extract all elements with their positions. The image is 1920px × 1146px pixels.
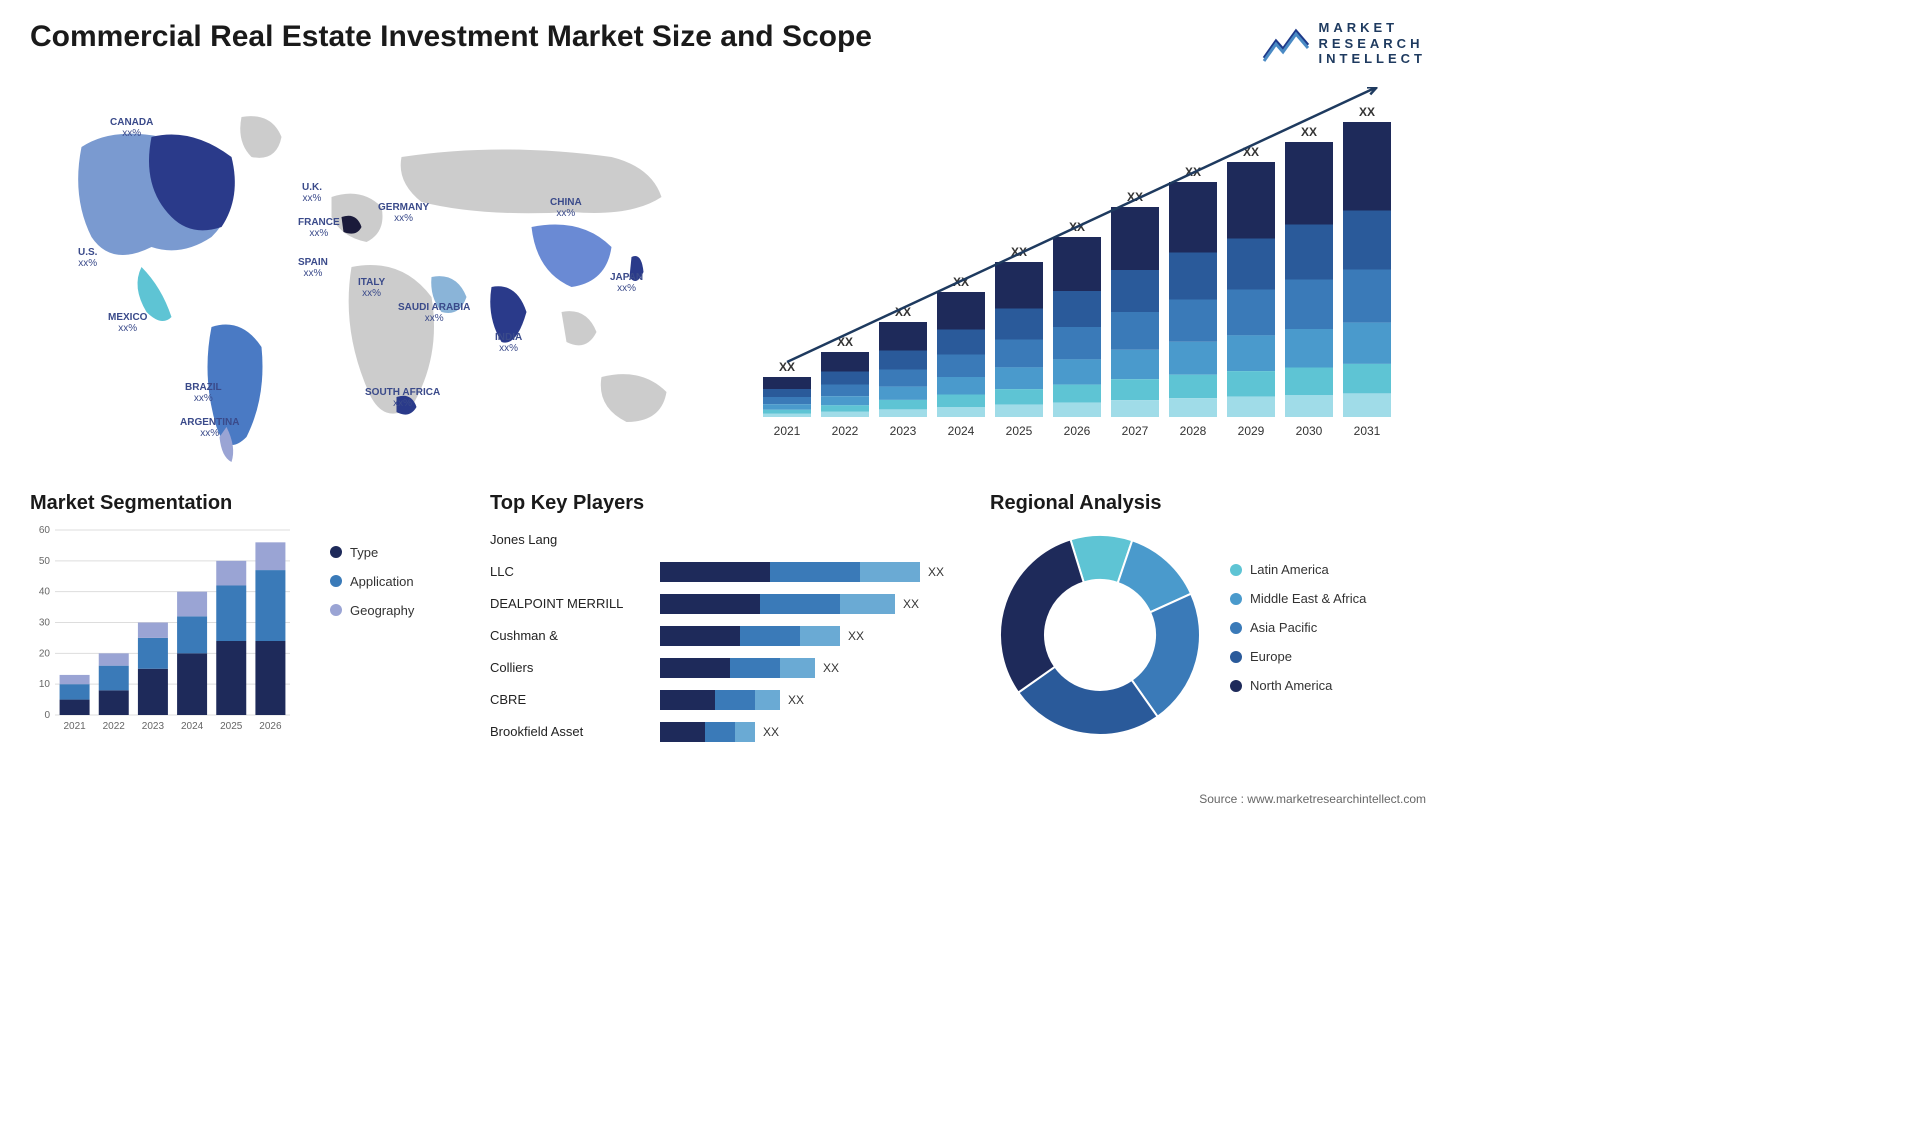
player-row: CBRE XX — [490, 685, 970, 715]
svg-text:30: 30 — [39, 617, 51, 628]
map-label: SPAINxx% — [298, 257, 328, 279]
player-row: Jones Lang — [490, 525, 970, 555]
legend-item: Type — [330, 545, 470, 560]
svg-text:2024: 2024 — [948, 424, 975, 438]
legend-item: Latin America — [1230, 562, 1426, 577]
svg-text:40: 40 — [39, 586, 51, 597]
world-map: CANADAxx% U.S.xx% MEXICOxx% BRAZILxx% ARGENT… — [30, 87, 713, 467]
legend-item: Geography — [330, 603, 470, 618]
svg-text:XX: XX — [779, 360, 795, 374]
map-label: SOUTH AFRICAxx% — [365, 387, 440, 409]
logo-line2: RESEARCH — [1319, 36, 1427, 52]
svg-text:XX: XX — [1301, 125, 1317, 139]
map-label: GERMANYxx% — [378, 202, 429, 224]
player-name: CBRE — [490, 692, 660, 707]
player-name: Cushman & — [490, 628, 660, 643]
svg-text:60: 60 — [39, 525, 51, 536]
svg-text:2028: 2028 — [1180, 424, 1207, 438]
segmentation-panel: Market Segmentation 0 10 20 30 40 50 60 2021 202… — [30, 492, 470, 772]
regional-title: Regional Analysis — [990, 492, 1426, 515]
player-bar — [660, 626, 840, 646]
map-label: SAUDI ARABIAxx% — [398, 302, 470, 324]
map-label: CHINAxx% — [550, 197, 582, 219]
player-name: Brookfield Asset — [490, 724, 660, 739]
logo-line1: MARKET — [1319, 20, 1427, 36]
segmentation-legend: Type Application Geography — [330, 525, 470, 760]
player-value: XX — [928, 565, 944, 579]
player-row: Brookfield Asset XX — [490, 717, 970, 747]
growth-chart-svg: XX2021XX2022XX2023XX2024XX2025XX2026XX20… — [743, 87, 1423, 457]
svg-text:0: 0 — [44, 710, 50, 721]
svg-text:2022: 2022 — [103, 721, 126, 732]
player-value: XX — [823, 661, 839, 675]
regional-legend: Latin America Middle East & Africa Asia Pa… — [1230, 562, 1426, 707]
svg-text:2021: 2021 — [63, 721, 86, 732]
legend-item: Application — [330, 574, 470, 589]
svg-text:20: 20 — [39, 648, 51, 659]
player-name: Jones Lang — [490, 532, 660, 547]
legend-item: Europe — [1230, 649, 1426, 664]
player-row: LLC XX — [490, 557, 970, 587]
segmentation-chart-svg: 0 10 20 30 40 50 60 2021 2022 2023 2024 2025 2026 — [30, 525, 310, 755]
growth-bar-chart: XX2021XX2022XX2023XX2024XX2025XX2026XX20… — [743, 87, 1426, 467]
logo-line3: INTELLECT — [1319, 51, 1427, 67]
svg-text:50: 50 — [39, 556, 51, 567]
logo-mark-icon — [1261, 23, 1311, 63]
svg-text:2026: 2026 — [259, 721, 282, 732]
svg-text:2025: 2025 — [220, 721, 243, 732]
map-label: CANADAxx% — [110, 117, 153, 139]
player-row: Colliers XX — [490, 653, 970, 683]
map-label: BRAZILxx% — [185, 382, 222, 404]
map-label: ARGENTINAxx% — [180, 417, 239, 439]
map-label: MEXICOxx% — [108, 312, 147, 334]
player-bar — [660, 722, 755, 742]
svg-text:2023: 2023 — [142, 721, 165, 732]
players-title: Top Key Players — [490, 492, 970, 515]
svg-text:2024: 2024 — [181, 721, 204, 732]
source-attribution: Source : www.marketresearchintellect.com — [1199, 792, 1426, 806]
players-panel: Top Key Players Jones LangLLCXXDEALPOINT… — [490, 492, 970, 772]
legend-item: North America — [1230, 678, 1426, 693]
legend-item: Middle East & Africa — [1230, 591, 1426, 606]
svg-text:2026: 2026 — [1064, 424, 1091, 438]
map-label: U.K.xx% — [302, 182, 322, 204]
player-row: Cushman & XX — [490, 621, 970, 651]
page-title: Commercial Real Estate Investment Market… — [30, 20, 872, 54]
player-value: XX — [788, 693, 804, 707]
svg-text:2031: 2031 — [1354, 424, 1381, 438]
svg-text:XX: XX — [1359, 105, 1375, 119]
player-bar — [660, 658, 815, 678]
map-label: INDIAxx% — [495, 332, 522, 354]
map-label: FRANCExx% — [298, 217, 340, 239]
player-name: LLC — [490, 564, 660, 579]
map-label: JAPANxx% — [610, 272, 643, 294]
player-name: Colliers — [490, 660, 660, 675]
svg-text:2029: 2029 — [1238, 424, 1265, 438]
svg-text:2021: 2021 — [774, 424, 801, 438]
map-label: ITALYxx% — [358, 277, 385, 299]
player-bar — [660, 690, 780, 710]
regional-donut-svg — [990, 525, 1210, 745]
player-value: XX — [903, 597, 919, 611]
player-bar — [660, 562, 920, 582]
brand-logo: MARKET RESEARCH INTELLECT — [1261, 20, 1427, 67]
svg-text:2025: 2025 — [1006, 424, 1033, 438]
player-value: XX — [763, 725, 779, 739]
svg-text:10: 10 — [39, 679, 51, 690]
svg-text:2030: 2030 — [1296, 424, 1323, 438]
player-bar — [660, 594, 895, 614]
legend-item: Asia Pacific — [1230, 620, 1426, 635]
svg-text:2027: 2027 — [1122, 424, 1149, 438]
svg-text:2022: 2022 — [832, 424, 859, 438]
regional-panel: Regional Analysis Latin America Middle Ea… — [990, 492, 1426, 772]
svg-text:2023: 2023 — [890, 424, 917, 438]
player-row: DEALPOINT MERRILL XX — [490, 589, 970, 619]
players-list: Jones LangLLCXXDEALPOINT MERRILLXXCushma… — [490, 525, 970, 747]
player-name: DEALPOINT MERRILL — [490, 596, 660, 611]
segmentation-title: Market Segmentation — [30, 492, 470, 515]
map-label: U.S.xx% — [78, 247, 97, 269]
player-value: XX — [848, 629, 864, 643]
